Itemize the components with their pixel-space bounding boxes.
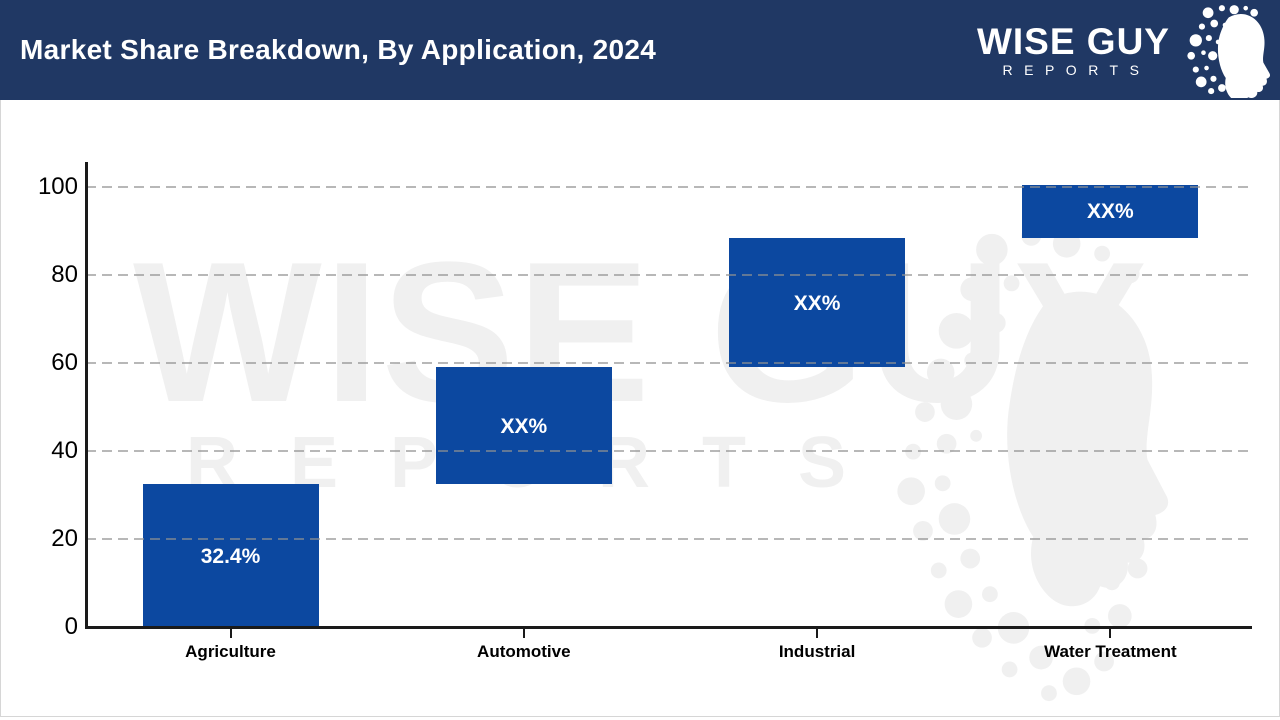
gridline <box>86 274 1252 276</box>
gridline <box>86 362 1252 364</box>
logo-subtitle: REPORTS <box>1002 62 1151 78</box>
x-tick <box>522 629 525 638</box>
bar-industrial <box>729 237 906 368</box>
bar-value-label: XX% <box>793 291 841 315</box>
bar-value-label: XX% <box>1087 200 1134 224</box>
gridline <box>86 450 1252 452</box>
y-tick-label: 80 <box>51 261 78 288</box>
y-tick-label: 0 <box>64 613 78 640</box>
y-tick-label: 100 <box>37 173 78 200</box>
wise-guy-logo: WISE GUY REPORTS <box>977 2 1280 98</box>
header-bar: Market Share Breakdown, By Application, … <box>0 0 1280 100</box>
page-title: Market Share Breakdown, By Application, … <box>20 34 657 65</box>
logo-text: WISE GUY REPORTS <box>977 23 1170 77</box>
x-axis-label: Water Treatment <box>1044 642 1177 661</box>
y-tick-label: 20 <box>51 525 78 552</box>
logo-wordmark: WISE GUY <box>976 21 1170 62</box>
watermark-wordmark: WISE GUY <box>133 221 1150 444</box>
x-tick <box>816 629 819 638</box>
bar-automotive <box>435 367 612 485</box>
x-tick <box>229 629 232 638</box>
logo-face-icon <box>1187 5 1271 98</box>
x-tick <box>1109 629 1112 638</box>
chart-area: WISE GUY REPORTS 02040608010032.4%Agricu… <box>0 100 1280 720</box>
y-tick-label: 60 <box>51 349 78 376</box>
bar-agriculture <box>142 484 319 627</box>
gridline <box>86 186 1252 188</box>
x-axis-label: Industrial <box>778 642 856 661</box>
bar-value-label: XX% <box>500 414 548 438</box>
y-axis-spine <box>85 162 88 629</box>
y-tick-label: 40 <box>51 437 78 464</box>
x-axis-spine <box>86 626 1252 629</box>
bar-value-label: 32.4% <box>200 544 261 568</box>
bar-water-treatment <box>1022 185 1199 238</box>
x-axis-label: Agriculture <box>185 642 276 661</box>
x-axis-label: Automotive <box>477 642 571 661</box>
watermark-face-icon <box>897 225 1169 702</box>
gridline <box>86 538 1252 540</box>
